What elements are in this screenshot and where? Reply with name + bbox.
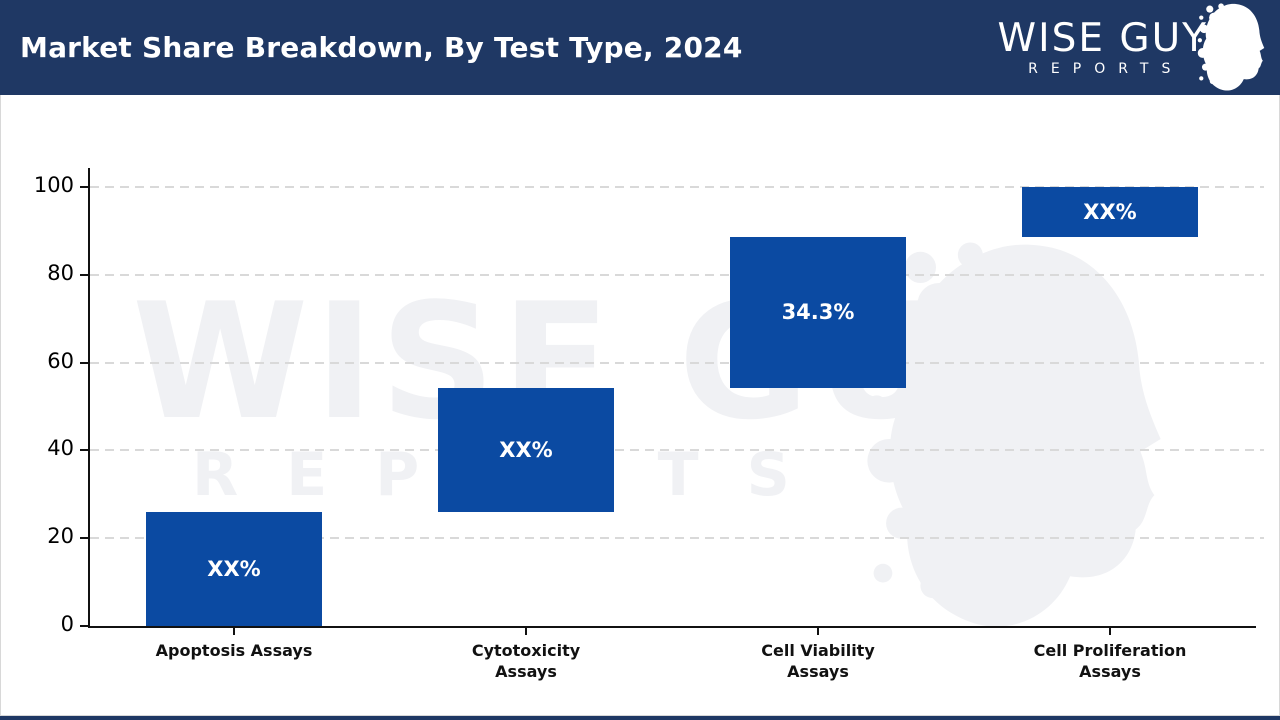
category-label: Cell Proliferation Assays — [1033, 641, 1187, 681]
y-tick-60 — [80, 361, 88, 364]
y-tick-label-0: 0 — [60, 612, 74, 636]
y-tick-40 — [80, 449, 88, 452]
category-label: Cytotoxicity Assays — [471, 641, 581, 681]
x-tick — [233, 628, 235, 635]
gridline-80 — [90, 273, 1264, 276]
gridline-20 — [90, 537, 1264, 540]
gridline-40 — [90, 449, 1264, 452]
bar-value-label: XX% — [207, 556, 261, 581]
bar-value-label: 34.3% — [781, 300, 855, 325]
gridline-60 — [90, 361, 1264, 364]
bar-value-label: XX% — [1083, 200, 1137, 225]
y-tick-0 — [80, 625, 88, 627]
y-tick-label-20: 20 — [47, 524, 74, 549]
bar-value-label: XX% — [499, 437, 553, 462]
bar-segment: 34.3% — [730, 237, 906, 388]
y-tick-label-60: 60 — [47, 348, 74, 373]
x-tick — [1109, 628, 1111, 635]
y-tick-label-80: 80 — [47, 260, 74, 285]
page-border-bottom — [0, 715, 1280, 716]
y-tick-label-100: 100 — [33, 173, 74, 197]
bar-segment: XX% — [438, 387, 614, 512]
logo-wordmark: WISE GUY — [997, 15, 1208, 61]
bar-segment: XX% — [1022, 187, 1198, 238]
x-tick — [817, 628, 819, 635]
logo-text: WISE GUY REPORTS — [997, 15, 1208, 77]
x-tick — [525, 628, 527, 635]
wise-guy-reports-logo: WISE GUY REPORTS — [998, 0, 1268, 95]
y-axis-line — [88, 168, 90, 628]
y-tick-100 — [80, 186, 88, 188]
footer-bar — [0, 716, 1280, 720]
page-title: Market Share Breakdown, By Test Type, 20… — [20, 31, 743, 64]
y-tick-label-40: 40 — [47, 436, 74, 461]
bar-segment: XX% — [146, 511, 322, 626]
category-label: Cell Viability Assays — [761, 641, 875, 681]
face-profile-dots-icon — [1197, 2, 1265, 91]
page-border-left — [0, 95, 1, 720]
gridline-100 — [90, 186, 1264, 188]
header-bar: Market Share Breakdown, By Test Type, 20… — [0, 0, 1280, 95]
y-tick-20 — [80, 537, 88, 540]
y-tick-80 — [80, 273, 88, 276]
logo-subtext: REPORTS — [1028, 60, 1184, 77]
category-label: Apoptosis Assays — [155, 641, 313, 660]
x-axis-line — [88, 626, 1256, 628]
